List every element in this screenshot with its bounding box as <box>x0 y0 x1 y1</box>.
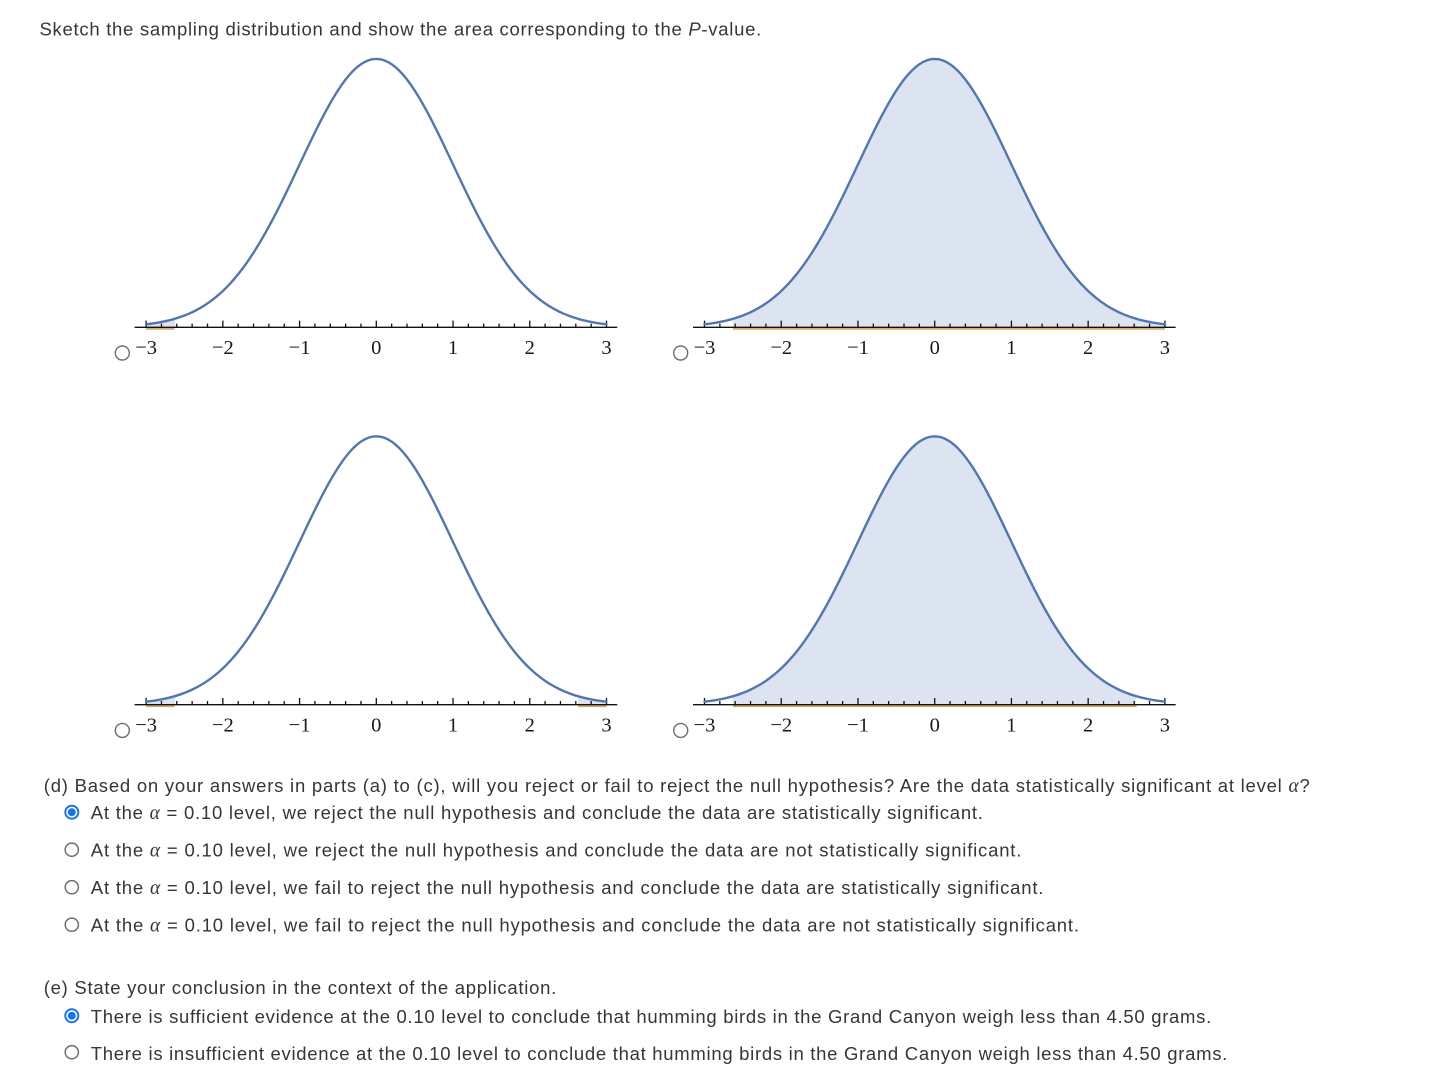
svg-text:1: 1 <box>1006 714 1016 736</box>
svg-text:−3: −3 <box>135 714 157 736</box>
svg-text:At the α = 0.10 level, we fail: At the α = 0.10 level, we fail to reject… <box>91 915 1080 937</box>
svg-text:3: 3 <box>601 337 611 359</box>
svg-text:−3: −3 <box>135 337 157 359</box>
svg-text:2: 2 <box>1083 714 1093 736</box>
svg-text:3: 3 <box>1160 714 1170 736</box>
svg-text:−2: −2 <box>212 714 234 736</box>
svg-text:−1: −1 <box>289 337 311 359</box>
svg-text:0: 0 <box>371 337 381 359</box>
svg-text:0: 0 <box>371 714 381 736</box>
svg-text:−1: −1 <box>289 714 311 736</box>
svg-text:At the α = 0.10 level, we reje: At the α = 0.10 level, we reject the nul… <box>91 840 1022 862</box>
svg-text:0: 0 <box>930 337 940 359</box>
svg-text:−1: −1 <box>847 714 869 736</box>
svg-text:−2: −2 <box>212 337 234 359</box>
svg-text:Sketch the sampling distributi: Sketch the sampling distribution and sho… <box>40 19 762 40</box>
svg-text:−1: −1 <box>847 337 869 359</box>
svg-text:(d) Based on your answers in p: (d) Based on your answers in parts (a) t… <box>44 775 1311 797</box>
svg-text:(e) State your conclusion in t: (e) State your conclusion in the context… <box>44 977 557 998</box>
svg-text:At the α = 0.10 level, we reje: At the α = 0.10 level, we reject the nul… <box>91 802 984 824</box>
svg-text:1: 1 <box>1006 337 1016 359</box>
svg-text:1: 1 <box>448 337 458 359</box>
svg-text:2: 2 <box>525 714 535 736</box>
svg-text:2: 2 <box>525 337 535 359</box>
svg-text:−3: −3 <box>694 714 716 736</box>
svg-text:3: 3 <box>601 714 611 736</box>
svg-text:3: 3 <box>1160 337 1170 359</box>
svg-text:There is sufficient evidence a: There is sufficient evidence at the 0.10… <box>91 1006 1212 1027</box>
svg-text:−3: −3 <box>694 337 716 359</box>
svg-text:At the α = 0.10 level, we fail: At the α = 0.10 level, we fail to reject… <box>91 877 1044 899</box>
svg-text:−2: −2 <box>770 714 792 736</box>
svg-text:2: 2 <box>1083 337 1093 359</box>
svg-text:0: 0 <box>930 714 940 736</box>
svg-text:1: 1 <box>448 714 458 736</box>
svg-text:−2: −2 <box>770 337 792 359</box>
svg-text:There is insufficient evidence: There is insufficient evidence at the 0.… <box>91 1043 1228 1064</box>
